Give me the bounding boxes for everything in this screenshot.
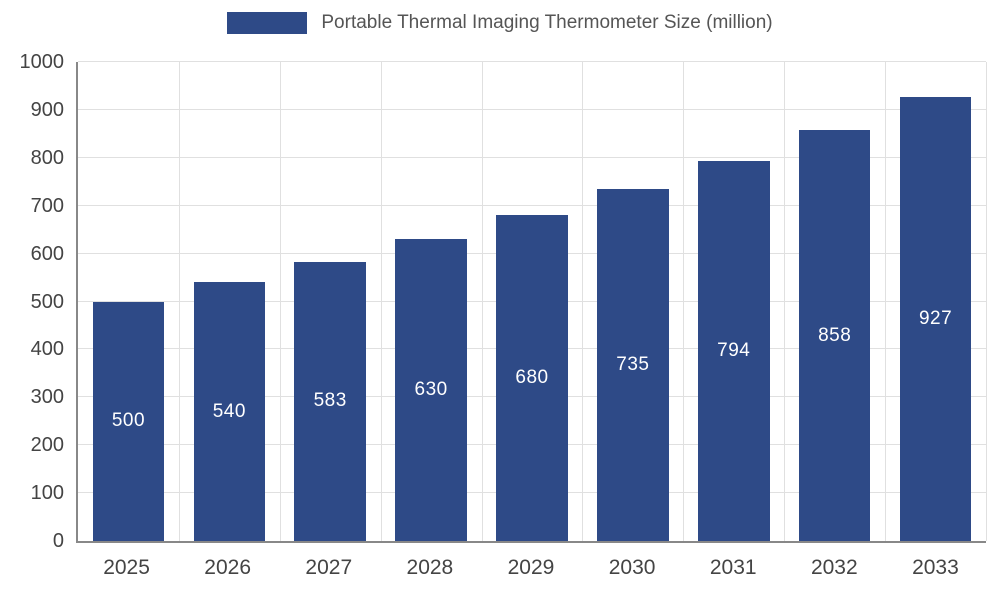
- y-tick-label: 1000: [19, 51, 65, 73]
- bar-series: 500 540 583 630 680 735 794 858 927: [78, 62, 986, 541]
- bar-slot: 680: [482, 62, 583, 541]
- bar-slot: 540: [179, 62, 280, 541]
- legend-swatch-icon: [227, 12, 308, 34]
- bar-value-label: 500: [111, 410, 146, 432]
- bar-slot: 583: [280, 62, 381, 541]
- y-tick-label: 600: [30, 242, 64, 265]
- x-tick-label: 2031: [709, 556, 757, 579]
- gridline: [986, 62, 987, 541]
- y-tick-label: 400: [30, 338, 64, 361]
- bar[interactable]: 794: [697, 160, 770, 541]
- bar[interactable]: 630: [395, 239, 467, 541]
- y-tick-label: 100: [30, 482, 64, 505]
- bar-value-label: 680: [515, 367, 549, 389]
- gridline: [784, 62, 786, 541]
- bar-value-label: 735: [616, 353, 650, 375]
- bar-value-label: 858: [818, 324, 852, 346]
- gridline: [279, 62, 281, 541]
- bar-value-label: 540: [212, 400, 246, 422]
- y-tick-label: 300: [30, 386, 64, 409]
- bar[interactable]: 927: [899, 96, 972, 541]
- bar[interactable]: 583: [294, 261, 367, 541]
- gridline: [481, 62, 483, 541]
- gridline: [178, 62, 180, 541]
- legend[interactable]: Portable Thermal Imaging Thermometer Siz…: [0, 12, 1000, 34]
- bar[interactable]: 858: [798, 130, 871, 541]
- gridline: [78, 108, 986, 110]
- bar[interactable]: 500: [92, 301, 165, 541]
- bar[interactable]: 735: [597, 188, 669, 541]
- gridline: [78, 204, 986, 206]
- bar-slot: 927: [885, 62, 986, 541]
- x-tick-label: 2030: [608, 556, 656, 579]
- bar-value-label: 794: [717, 339, 751, 361]
- gridline: [78, 156, 986, 158]
- gridline: [885, 62, 887, 541]
- plot-area: 500 540 583 630 680 735 794 858 927: [76, 61, 987, 543]
- x-tick-label: 2033: [912, 556, 959, 579]
- y-tick-label: 700: [30, 194, 64, 217]
- y-tick-label: 900: [30, 98, 64, 121]
- bar-slot: 500: [78, 62, 179, 541]
- bar-slot: 858: [784, 62, 885, 541]
- x-tick-label: 2026: [204, 556, 252, 579]
- bar-slot: 735: [582, 62, 683, 541]
- y-tick-label: 200: [30, 434, 64, 457]
- bar-value-label: 927: [918, 307, 953, 329]
- x-tick-label: 2025: [103, 556, 150, 579]
- gridline: [78, 61, 986, 62]
- bar[interactable]: 680: [496, 215, 568, 541]
- y-tick-label: 500: [30, 290, 64, 313]
- gridline: [683, 62, 685, 541]
- y-tick-label: 0: [52, 530, 64, 552]
- bar[interactable]: 540: [193, 282, 266, 541]
- x-tick-label: 2028: [406, 556, 454, 579]
- chart-title: Portable Thermal Imaging Thermometer Siz…: [321, 12, 773, 33]
- bar-value-label: 583: [313, 390, 347, 412]
- bar-value-label: 630: [414, 379, 448, 401]
- x-tick-label: 2029: [507, 556, 555, 579]
- bar-slot: 794: [683, 62, 784, 541]
- gridline: [380, 62, 382, 541]
- gridline: [582, 62, 584, 541]
- x-tick-label: 2027: [305, 556, 353, 579]
- x-tick-label: 2032: [810, 556, 858, 579]
- y-tick-label: 800: [30, 146, 64, 169]
- x-axis: 2025 2026 2027 2028 2029 2030 2031 2032 2033: [76, 556, 986, 580]
- bar-slot: 630: [381, 62, 482, 541]
